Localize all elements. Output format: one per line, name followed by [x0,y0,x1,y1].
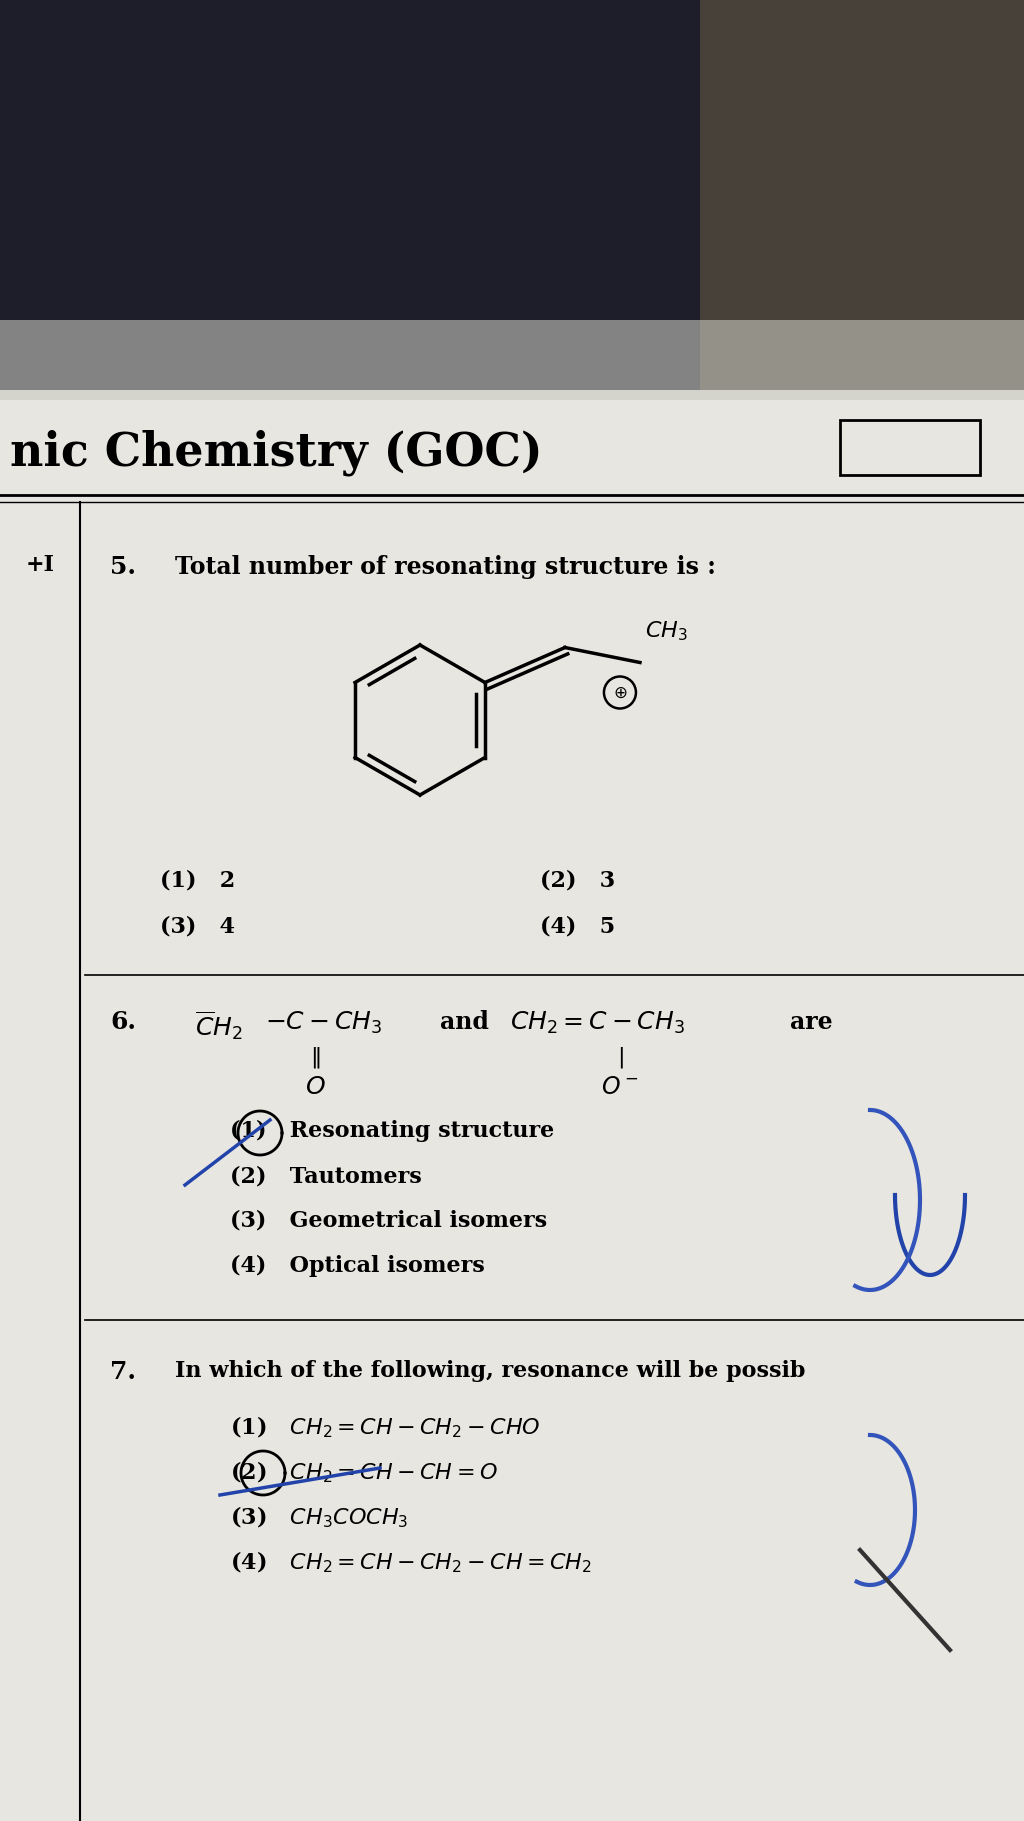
Text: (4)   $CH_2=CH-CH_2-CH=CH_2$: (4) $CH_2=CH-CH_2-CH=CH_2$ [230,1550,592,1575]
Text: $O^-$: $O^-$ [601,1074,639,1100]
Text: $CH_2=C-CH_3$: $CH_2=C-CH_3$ [510,1011,685,1036]
Text: In which of the following, resonance will be possib: In which of the following, resonance wil… [175,1360,805,1382]
Text: $O$: $O$ [305,1074,326,1100]
Text: $\overline{C}H_2$: $\overline{C}H_2$ [195,1011,243,1042]
Text: (3)   $CH_3COCH_3$: (3) $CH_3COCH_3$ [230,1504,409,1530]
Text: $\oplus$: $\oplus$ [612,683,627,701]
Text: 7.: 7. [110,1360,136,1384]
FancyBboxPatch shape [0,0,1024,390]
FancyBboxPatch shape [0,320,1024,401]
Text: (1)   Resonating structure: (1) Resonating structure [230,1120,554,1142]
Text: (3)   Geometrical isomers: (3) Geometrical isomers [230,1209,547,1233]
FancyBboxPatch shape [840,421,980,475]
Text: $-C-CH_3$: $-C-CH_3$ [265,1011,382,1036]
Text: nic Chemistry (GOC): nic Chemistry (GOC) [10,430,543,477]
Text: (1)   2: (1) 2 [160,870,236,892]
Text: $|$: $|$ [616,1045,624,1071]
Text: +I: +I [26,554,54,575]
Text: (2)   $CH_2=CH-CH=O$: (2) $CH_2=CH-CH=O$ [230,1460,498,1486]
Text: 6.: 6. [110,1011,136,1034]
Text: and: and [440,1011,488,1034]
Text: (4)   5: (4) 5 [540,914,615,938]
Text: (3)   4: (3) 4 [160,914,234,938]
Text: Total number of resonating structure is :: Total number of resonating structure is … [175,555,716,579]
Text: (4)   Optical isomers: (4) Optical isomers [230,1255,484,1277]
Text: (2)   Tautomers: (2) Tautomers [230,1165,422,1187]
Text: 5.: 5. [110,555,136,579]
Text: $\|$: $\|$ [310,1045,321,1071]
FancyBboxPatch shape [700,0,1024,390]
Text: (2)   3: (2) 3 [540,870,615,892]
Text: are: are [790,1011,833,1034]
Text: (1)   $CH_2=CH-CH_2-CHO$: (1) $CH_2=CH-CH_2-CHO$ [230,1415,541,1440]
Text: $CH_3$: $CH_3$ [645,619,688,643]
